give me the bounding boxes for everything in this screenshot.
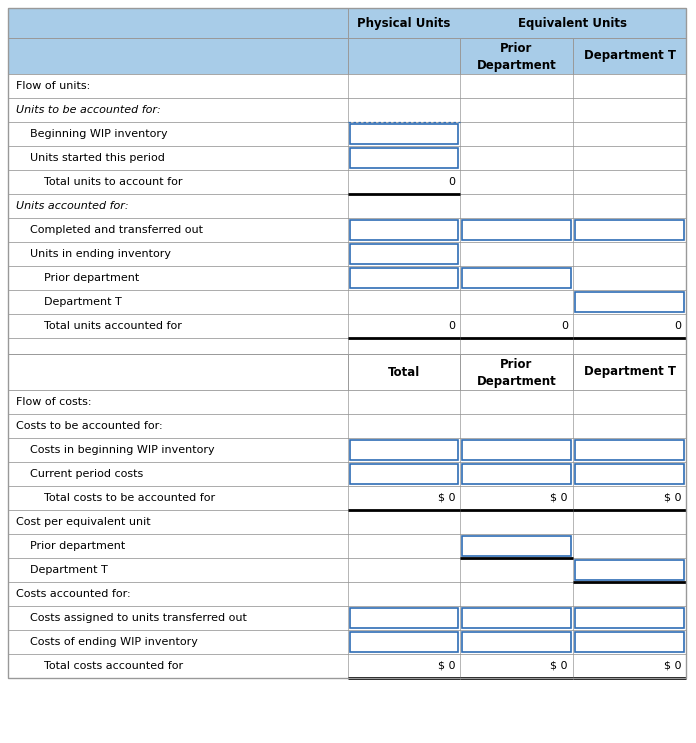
Text: Current period costs: Current period costs — [30, 469, 143, 479]
Bar — [462, 268, 571, 288]
Bar — [8, 510, 686, 534]
Text: Total units to account for: Total units to account for — [44, 177, 182, 187]
Bar — [8, 582, 686, 606]
Bar — [8, 122, 686, 146]
Text: Units accounted for:: Units accounted for: — [16, 201, 129, 211]
Text: Department T: Department T — [583, 366, 676, 378]
Text: Completed and transferred out: Completed and transferred out — [30, 225, 203, 235]
Bar — [8, 314, 686, 338]
Bar — [8, 98, 686, 122]
Bar — [8, 414, 686, 438]
Text: $ 0: $ 0 — [438, 661, 455, 671]
Bar — [8, 170, 686, 194]
Bar — [462, 440, 571, 460]
Bar — [462, 608, 571, 628]
Bar — [8, 338, 686, 354]
Bar — [350, 268, 458, 288]
Bar — [350, 608, 458, 628]
Text: 0: 0 — [561, 321, 568, 331]
Bar — [8, 266, 686, 290]
Bar — [350, 632, 458, 652]
Bar — [462, 220, 571, 240]
Text: Total costs to be accounted for: Total costs to be accounted for — [44, 493, 215, 503]
Bar — [575, 220, 684, 240]
Text: $ 0: $ 0 — [663, 661, 681, 671]
Text: $ 0: $ 0 — [438, 493, 455, 503]
Text: Costs assigned to units transferred out: Costs assigned to units transferred out — [30, 613, 247, 623]
Bar — [8, 354, 686, 390]
Bar — [8, 38, 686, 74]
Text: Flow of units:: Flow of units: — [16, 81, 90, 91]
Bar — [8, 74, 686, 98]
Text: Costs to be accounted for:: Costs to be accounted for: — [16, 421, 163, 431]
Text: 0: 0 — [674, 321, 681, 331]
Text: $ 0: $ 0 — [551, 661, 568, 671]
Text: Department T: Department T — [583, 50, 676, 62]
Bar — [462, 632, 571, 652]
Bar — [462, 464, 571, 484]
Text: Department: Department — [477, 374, 556, 388]
Text: Prior department: Prior department — [30, 541, 125, 551]
Bar — [8, 654, 686, 678]
Bar — [350, 124, 458, 144]
Bar — [350, 464, 458, 484]
Text: Department T: Department T — [30, 565, 108, 575]
Bar — [350, 148, 458, 168]
Bar — [8, 486, 686, 510]
Bar — [350, 244, 458, 264]
Bar — [350, 220, 458, 240]
Text: Cost per equivalent unit: Cost per equivalent unit — [16, 517, 150, 527]
Bar — [575, 560, 684, 580]
Text: Prior department: Prior department — [44, 273, 139, 283]
Bar — [8, 8, 686, 38]
Text: Prior: Prior — [500, 359, 532, 372]
Bar — [8, 558, 686, 582]
Text: Flow of costs:: Flow of costs: — [16, 397, 91, 407]
Bar — [575, 464, 684, 484]
Text: Units started this period: Units started this period — [30, 153, 165, 163]
Text: Prior: Prior — [500, 42, 532, 56]
Text: Costs in beginning WIP inventory: Costs in beginning WIP inventory — [30, 445, 214, 455]
Text: Total units accounted for: Total units accounted for — [44, 321, 182, 331]
Text: Total: Total — [388, 366, 420, 378]
Bar — [8, 438, 686, 462]
Bar — [8, 194, 686, 218]
Text: Costs accounted for:: Costs accounted for: — [16, 589, 131, 599]
Bar — [8, 462, 686, 486]
Text: Total costs accounted for: Total costs accounted for — [44, 661, 183, 671]
Text: Department: Department — [477, 59, 556, 71]
Text: $ 0: $ 0 — [551, 493, 568, 503]
Bar — [8, 242, 686, 266]
Text: Units to be accounted for:: Units to be accounted for: — [16, 105, 161, 115]
Bar — [8, 630, 686, 654]
Text: Beginning WIP inventory: Beginning WIP inventory — [30, 129, 168, 139]
Bar — [575, 440, 684, 460]
Bar — [8, 534, 686, 558]
Text: Department T: Department T — [44, 297, 122, 307]
Text: $ 0: $ 0 — [663, 493, 681, 503]
Bar — [8, 290, 686, 314]
Bar — [575, 632, 684, 652]
Bar — [462, 536, 571, 556]
Bar — [8, 218, 686, 242]
Text: Costs of ending WIP inventory: Costs of ending WIP inventory — [30, 637, 198, 647]
Bar — [575, 608, 684, 628]
Bar — [8, 390, 686, 414]
Text: Units in ending inventory: Units in ending inventory — [30, 249, 171, 259]
Bar — [8, 606, 686, 630]
Bar — [350, 440, 458, 460]
Text: 0: 0 — [448, 177, 455, 187]
Text: Equivalent Units: Equivalent Units — [519, 16, 628, 30]
Bar — [8, 146, 686, 170]
Bar — [575, 292, 684, 312]
Text: 0: 0 — [448, 321, 455, 331]
Text: Physical Units: Physical Units — [357, 16, 451, 30]
